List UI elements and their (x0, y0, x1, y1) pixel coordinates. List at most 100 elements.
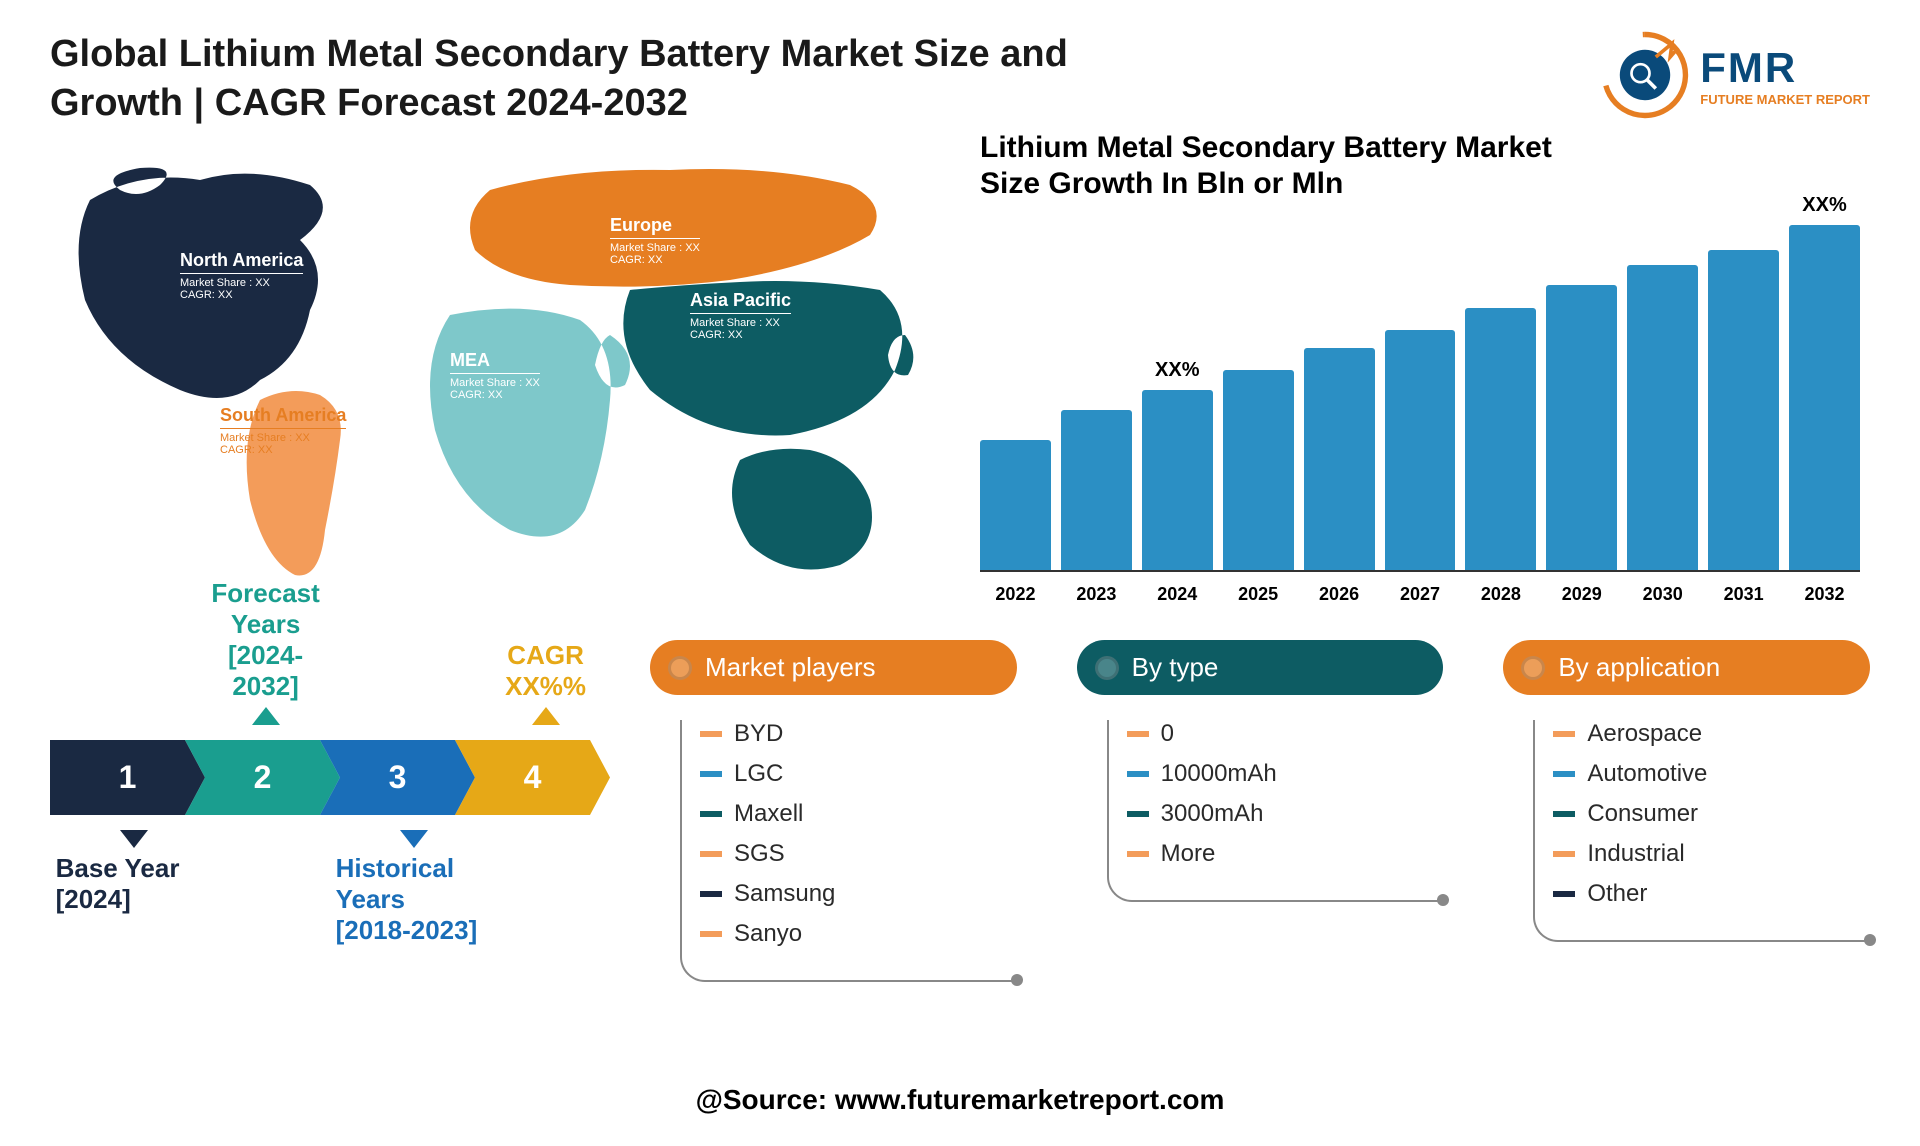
region-name: North America (180, 250, 303, 274)
bar-2027: 2027 (1385, 330, 1456, 570)
logo-icon (1600, 30, 1690, 120)
bar-year-label: 2031 (1724, 584, 1764, 605)
timeline-bottom-label: Historical Years[2018-2023] (336, 825, 493, 946)
list-item: Samsung (700, 880, 1017, 908)
tick-icon (700, 931, 722, 937)
timeline-top-label: CAGRXX%% (481, 640, 610, 730)
list-item-text: Sanyo (734, 920, 802, 948)
list-item: 3000mAh (1127, 800, 1444, 828)
region-cagr: CAGR: XX (220, 444, 346, 456)
brand-logo: FMR FUTURE MARKET REPORT (1600, 30, 1870, 120)
region-name: Europe (610, 215, 700, 239)
list-item-text: LGC (734, 760, 783, 788)
bar (1385, 330, 1456, 570)
arrow-up-icon (252, 707, 280, 725)
region-share: Market Share : XX (610, 242, 700, 254)
tl-label-sub: [2024-2032] (201, 640, 330, 702)
bar-2023: 2023 (1061, 410, 1132, 570)
region-label-ap: Asia PacificMarket Share : XXCAGR: XX (690, 290, 791, 341)
timeline-segment-3: 3 (320, 740, 475, 815)
tick-icon (700, 891, 722, 897)
tl-label-title: CAGR (481, 640, 610, 671)
bar-year-label: 2028 (1481, 584, 1521, 605)
source-attribution: @Source: www.futuremarketreport.com (0, 1084, 1920, 1116)
timeline-bar: 1234 (50, 740, 610, 815)
bar (1789, 225, 1860, 570)
header: Global Lithium Metal Secondary Battery M… (50, 30, 1870, 129)
category-lists: Market playersBYDLGCMaxellSGSSamsungSany… (650, 640, 1870, 982)
list-item: SGS (700, 840, 1017, 868)
tick-icon (1553, 771, 1575, 777)
category-list: BYDLGCMaxellSGSSamsungSanyo (700, 720, 1017, 948)
arrow-down-icon (120, 830, 148, 848)
list-item: More (1127, 840, 1444, 868)
bar-annotation: XX% (1802, 194, 1846, 217)
tick-icon (1127, 811, 1149, 817)
tick-icon (1553, 731, 1575, 737)
tl-label-sub: [2024] (56, 884, 213, 915)
list-item-text: Samsung (734, 880, 835, 908)
bar-year-label: 2023 (1076, 584, 1116, 605)
region-name: MEA (450, 350, 540, 374)
timeline-segment-4: 4 (455, 740, 610, 815)
bar-year-label: 2032 (1804, 584, 1844, 605)
bar-2024: XX%2024 (1142, 390, 1213, 570)
list-item: Consumer (1553, 800, 1870, 828)
list-item-text: Aerospace (1587, 720, 1702, 748)
tick-icon (1553, 851, 1575, 857)
bar-2031: 2031 (1708, 250, 1779, 570)
region-cagr: CAGR: XX (450, 389, 540, 401)
tick-icon (700, 851, 722, 857)
list-item-text: Other (1587, 880, 1647, 908)
tick-icon (1553, 811, 1575, 817)
bar-year-label: 2022 (995, 584, 1035, 605)
bar-2028: 2028 (1465, 308, 1536, 570)
growth-bar-chart: Lithium Metal Secondary Battery Market S… (980, 130, 1860, 600)
timeline-segment-2: 2 (185, 740, 340, 815)
tick-icon (1127, 851, 1149, 857)
bar-2032: XX%2032 (1789, 225, 1860, 570)
chart-area: 20222023XX%20242025202620272028202920302… (980, 222, 1860, 572)
bar-year-label: 2029 (1562, 584, 1602, 605)
tick-icon (1127, 771, 1149, 777)
region-cagr: CAGR: XX (690, 329, 791, 341)
category-list: Aerospace Automotive Consumer Industrial Oth… (1553, 720, 1870, 908)
list-item-text: Industrial (1587, 840, 1684, 868)
tl-label-title: Forecast Years (201, 578, 330, 640)
timeline-top-label: Forecast Years[2024-2032] (201, 578, 330, 730)
bar-2030: 2030 (1627, 265, 1698, 570)
tl-label-title: Base Year (56, 853, 213, 884)
timeline-infographic: Forecast Years[2024-2032]CAGRXX%% 1234 B… (50, 640, 610, 1040)
list-item-text: 10000mAh (1161, 760, 1277, 788)
region-label-mea: MEA Market Share : XXCAGR: XX (450, 350, 540, 401)
logo-text-main: FMR (1700, 44, 1870, 92)
tl-label-sub: [2018-2023] (336, 915, 493, 946)
tl-label-title: Historical Years (336, 853, 493, 915)
category-list: 0 10000mAh 3000mAh More (1127, 720, 1444, 868)
region-name: South America (220, 405, 346, 429)
map-mea (430, 309, 630, 537)
region-name: Asia Pacific (690, 290, 791, 314)
logo-text-sub: FUTURE MARKET REPORT (1700, 92, 1870, 107)
tick-icon (700, 771, 722, 777)
bar-year-label: 2024 (1157, 584, 1197, 605)
region-share: Market Share : XX (450, 377, 540, 389)
bar (1465, 308, 1536, 570)
category-header: By application (1503, 640, 1870, 695)
bar (980, 440, 1051, 570)
tick-icon (1553, 891, 1575, 897)
arrow-up-icon (532, 707, 560, 725)
bar-year-label: 2025 (1238, 584, 1278, 605)
list-item: LGC (700, 760, 1017, 788)
bar-year-label: 2026 (1319, 584, 1359, 605)
tick-icon (700, 811, 722, 817)
category-column: Market playersBYDLGCMaxellSGSSamsungSany… (650, 640, 1017, 982)
list-item: Maxell (700, 800, 1017, 828)
category-header: By type (1077, 640, 1444, 695)
category-bracket: BYDLGCMaxellSGSSamsungSanyo (680, 720, 1017, 982)
list-item: 0 (1127, 720, 1444, 748)
region-share: Market Share : XX (220, 432, 346, 444)
arrow-down-icon (400, 830, 428, 848)
list-item-text: Automotive (1587, 760, 1707, 788)
bar-year-label: 2030 (1643, 584, 1683, 605)
